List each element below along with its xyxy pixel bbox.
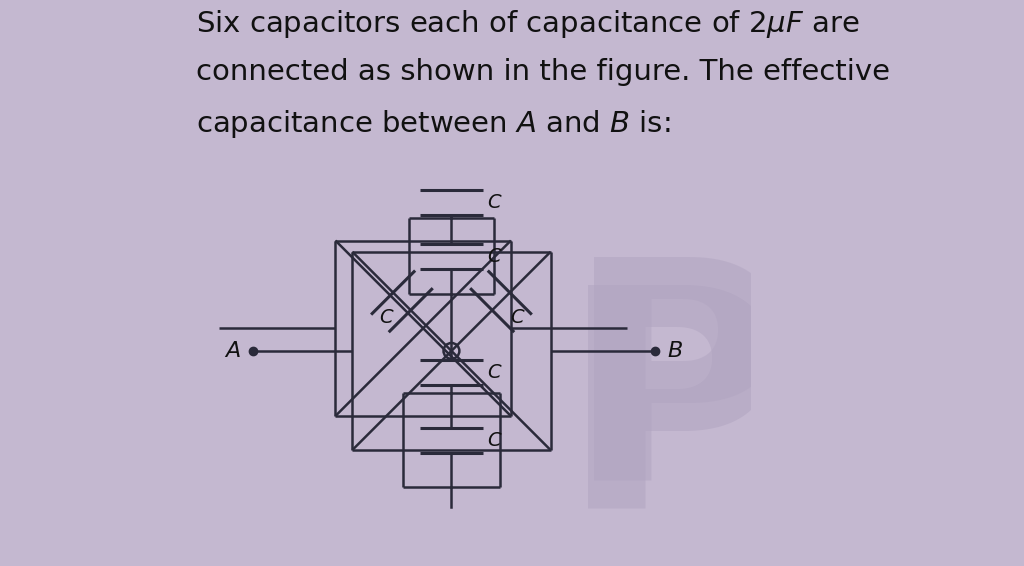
Text: B: B	[668, 341, 683, 361]
Text: P: P	[560, 276, 784, 566]
Text: capacitance between $A$ and $B$ is:: capacitance between $A$ and $B$ is:	[196, 108, 670, 140]
Text: C: C	[379, 308, 393, 327]
Text: C: C	[487, 431, 501, 449]
Text: connected as shown in the figure. The effective: connected as shown in the figure. The ef…	[196, 58, 890, 86]
Text: P: P	[566, 248, 790, 544]
Text: C: C	[487, 363, 501, 381]
Text: C: C	[510, 308, 524, 327]
Text: A: A	[225, 341, 241, 361]
Text: C: C	[487, 247, 501, 265]
Text: Six capacitors each of capacitance of $2\mu F$ are: Six capacitors each of capacitance of $2…	[196, 8, 859, 41]
Text: C: C	[487, 192, 501, 212]
